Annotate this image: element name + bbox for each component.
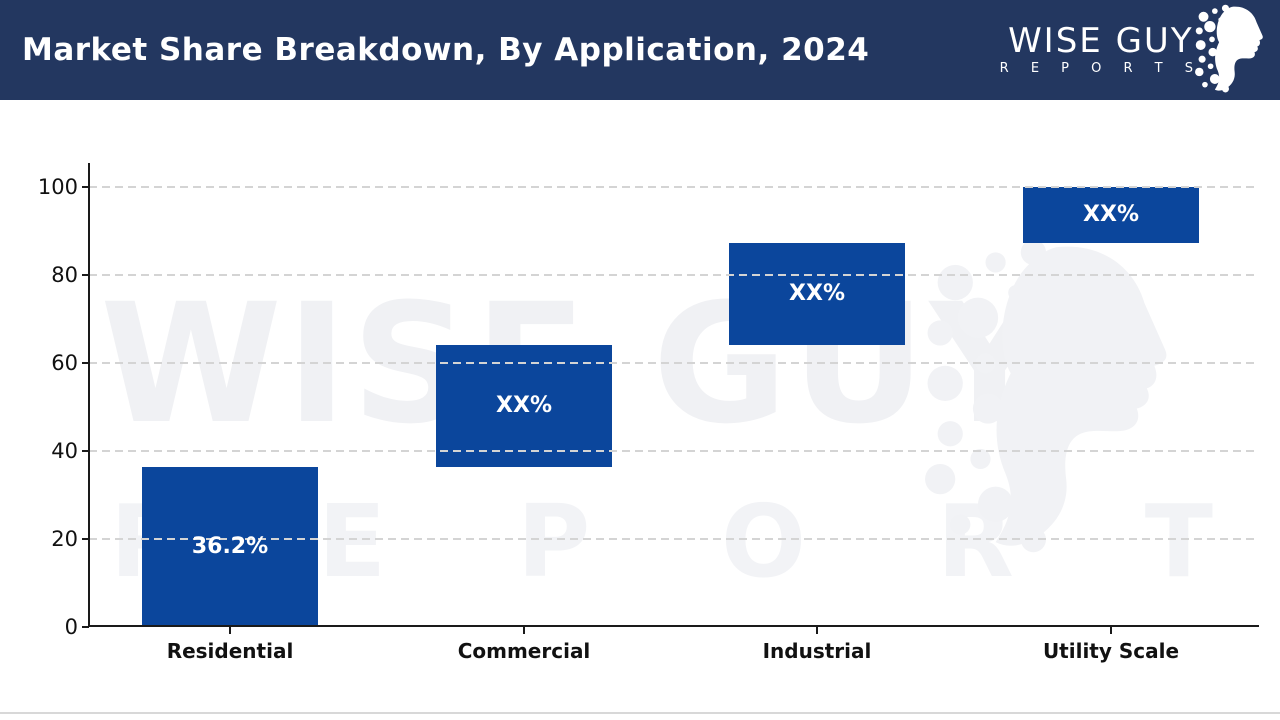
x-tick xyxy=(229,627,231,634)
y-tick xyxy=(82,361,89,364)
gridline xyxy=(89,537,1259,540)
page-title: Market Share Breakdown, By Application, … xyxy=(22,32,870,68)
y-axis-spine xyxy=(88,163,90,627)
watermark-face-icon xyxy=(925,239,1167,553)
gridline xyxy=(89,185,1259,188)
brand-logo: WISE GUY R E P O R T S xyxy=(1000,4,1270,96)
header-bar: Market Share Breakdown, By Application, … xyxy=(0,0,1280,100)
x-tick xyxy=(1110,627,1112,634)
x-tick xyxy=(816,627,818,634)
y-tick xyxy=(82,273,89,276)
bar-value-label: XX% xyxy=(496,393,552,419)
y-tick-label: 40 xyxy=(51,438,78,463)
y-tick-label: 80 xyxy=(51,262,78,287)
category-label: Commercial xyxy=(457,639,591,663)
brand-subtitle: R E P O R T S xyxy=(999,61,1202,76)
y-tick-label: 60 xyxy=(51,350,78,375)
y-tick-label: 100 xyxy=(37,174,78,199)
y-tick-label: 20 xyxy=(51,526,78,551)
y-tick xyxy=(82,185,89,188)
y-tick-label: 0 xyxy=(64,614,78,639)
category-label: Industrial xyxy=(762,639,872,663)
y-tick xyxy=(82,537,89,540)
gridline xyxy=(89,361,1259,364)
x-axis-spine xyxy=(88,625,1259,627)
brand-logo-text: WISE GUY R E P O R T S xyxy=(1000,23,1202,77)
bar xyxy=(729,242,905,346)
y-tick xyxy=(82,625,89,628)
brand-face-icon xyxy=(1195,4,1263,93)
x-tick xyxy=(523,627,525,634)
footer-divider xyxy=(0,712,1280,714)
bar-value-label: XX% xyxy=(1083,201,1139,227)
bar xyxy=(436,345,612,468)
category-label: Utility Scale xyxy=(1042,639,1180,663)
bar-value-label: 36.2% xyxy=(191,533,269,559)
bar-value-label: XX% xyxy=(789,281,845,307)
bar xyxy=(142,467,318,627)
brand-name: WISE GUY xyxy=(1008,21,1194,61)
gridline xyxy=(89,273,1259,276)
gridline xyxy=(89,449,1259,452)
category-label: Residential xyxy=(166,639,294,663)
bar xyxy=(1023,186,1199,243)
y-tick xyxy=(82,449,89,452)
